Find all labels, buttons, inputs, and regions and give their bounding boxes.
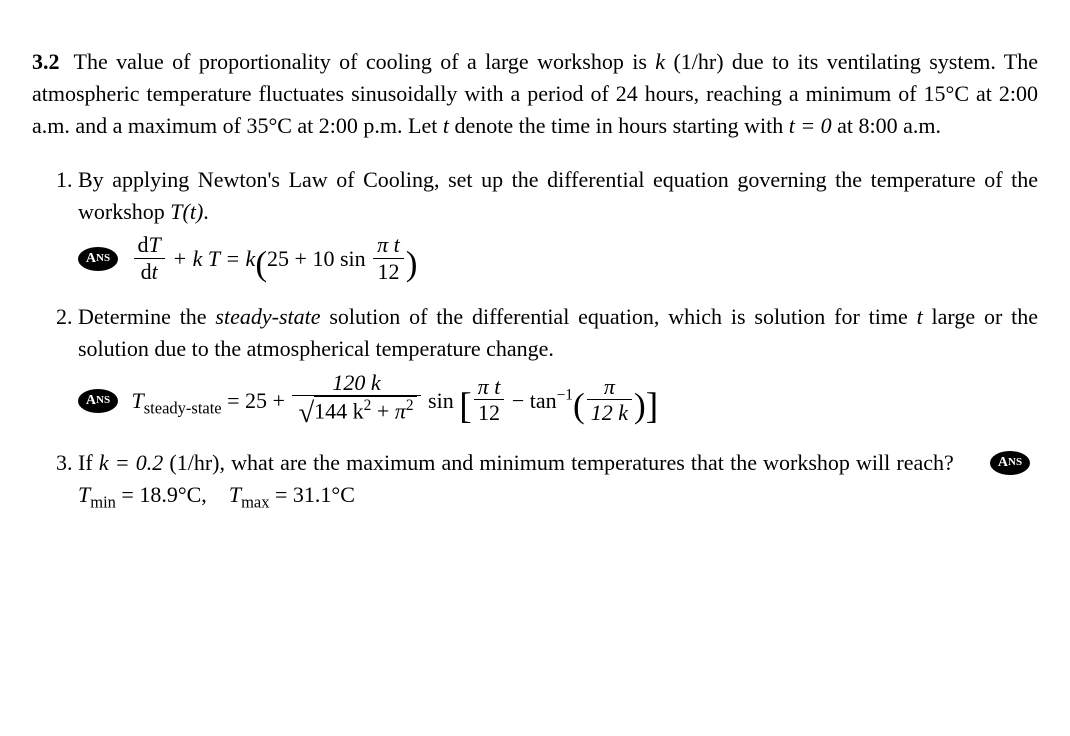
ans-badge: ANS (78, 247, 118, 271)
p1-twelve: 12 (373, 259, 404, 285)
part2-answer: ANS Tsteady-state = 25 + 120 k √144 k2 +… (78, 373, 1038, 433)
part-3: If k = 0.2 (1/hr), what are the maximum … (78, 447, 1038, 514)
part2-text-pre: Determine the (78, 304, 215, 329)
parts-list: By applying Newton's Law of Cooling, set… (32, 164, 1038, 515)
p1-inner: 25 + 10 sin (267, 246, 371, 271)
Tmax-T: T (229, 482, 241, 507)
t-eq-0: t = 0 (789, 113, 832, 138)
p2-pit: π t (474, 375, 505, 400)
p2-12k: 12 k (587, 400, 632, 426)
p2-pi2: π (587, 375, 632, 400)
Tmax-val: = 31.1°C (269, 482, 354, 507)
part3-text-b: (1/hr), what are the maximum and minimum… (163, 450, 954, 475)
p1-pit: π t (373, 233, 404, 258)
p2-num: 120 k (332, 370, 380, 395)
part1-equation: dT dt + k T = k(25 + 10 sin π t 12 ) (132, 246, 418, 271)
ans-badge: ANS (990, 451, 1030, 475)
dT-T: T (149, 232, 161, 257)
part2-equation: Tsteady-state = 25 + 120 k √144 k2 + π2 … (132, 388, 659, 413)
Tmin-T: T (78, 482, 90, 507)
part3-ans-text: Tmin = 18.9°C, Tmax = 31.1°C (78, 482, 355, 507)
p2-eq25: = 25 + (222, 388, 291, 413)
Tmin-val: = 18.9°C, (116, 482, 207, 507)
stem-text-0: The value of proportionality of cooling … (74, 49, 656, 74)
p2-frac-den: √144 k2 + π2 (292, 396, 420, 431)
plus-kT-eq-k: + k T = k (172, 246, 255, 271)
section-number: 3.2 (32, 49, 60, 74)
p2-twelve: 12 (474, 400, 505, 426)
p2-frac-num: 120 k (292, 371, 420, 396)
Tmin-sub: min (90, 492, 116, 511)
stem-text-2: denote the time in hours starting with (449, 113, 789, 138)
Tmax-sub: max (241, 492, 269, 511)
p2-sub: steady-state (144, 398, 222, 417)
part2-steady-state: steady-state (215, 304, 320, 329)
dt-t: t (152, 259, 158, 284)
p2-sin: sin (423, 388, 460, 413)
p2-minus-tan: − tan (506, 388, 556, 413)
stem-text-3: at 8:00 a.m. (832, 113, 941, 138)
part1-Tt: T(t) (170, 199, 203, 224)
part3-keq: k = 0.2 (99, 450, 163, 475)
part-2: Determine the steady-state solution of t… (78, 301, 1038, 433)
p2-tan-sup: −1 (557, 387, 573, 404)
ans-badge: ANS (78, 389, 118, 413)
part1-answer: ANS dT dt + k T = k(25 + 10 sin π t 12 ) (78, 235, 1038, 287)
p2-T: T (132, 388, 144, 413)
p2-plus: + (371, 398, 394, 423)
part2-text-mid1: solution of the differential equation, w… (321, 304, 917, 329)
part1-text-b: . (203, 199, 209, 224)
problem-stem: 3.2 The value of proportionality of cooli… (32, 46, 1038, 142)
var-k: k (655, 49, 665, 74)
dt-d: d (141, 259, 152, 284)
dT-d: d (138, 232, 149, 257)
p2-144k: 144 k (314, 398, 364, 423)
part1-text-a: By applying Newton's Law of Cooling, set… (78, 167, 1038, 224)
p2-pi: π (395, 398, 406, 423)
part-1: By applying Newton's Law of Cooling, set… (78, 164, 1038, 287)
part3-text-a: If (78, 450, 99, 475)
